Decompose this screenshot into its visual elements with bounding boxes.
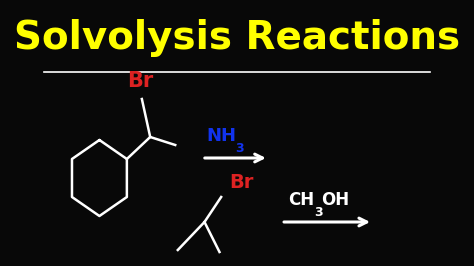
Text: Br: Br — [229, 172, 254, 192]
Text: CH: CH — [288, 191, 314, 209]
Text: 3: 3 — [315, 206, 323, 218]
Text: 3: 3 — [235, 142, 244, 155]
Text: NH: NH — [206, 127, 236, 145]
Text: Solvolysis Reactions: Solvolysis Reactions — [14, 19, 460, 57]
Text: Br: Br — [127, 71, 153, 91]
Text: OH: OH — [321, 191, 349, 209]
